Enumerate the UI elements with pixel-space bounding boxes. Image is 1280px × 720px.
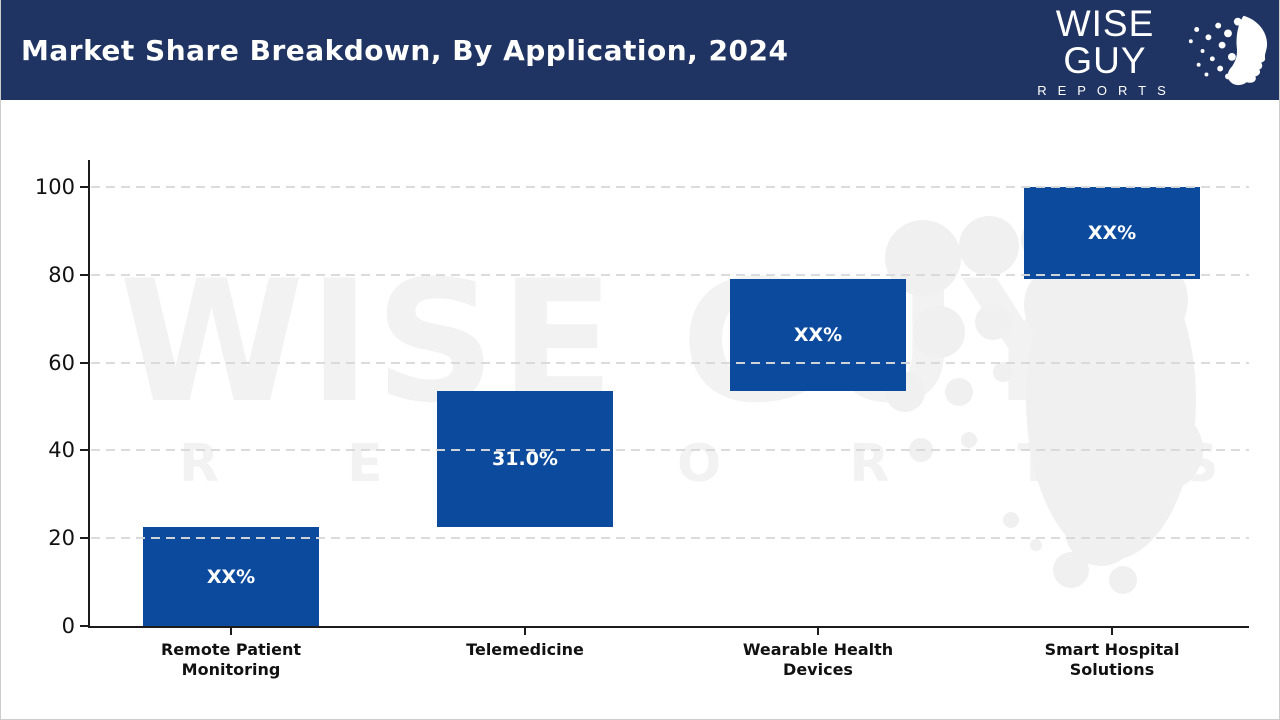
y-tick-label: 100 bbox=[34, 175, 75, 199]
bar-value-label: XX% bbox=[793, 324, 843, 347]
logo-subtext: REPORTS bbox=[1037, 83, 1177, 98]
y-tick-label: 20 bbox=[48, 526, 75, 551]
y-tick-label: 80 bbox=[48, 262, 75, 287]
bar-value-label: XX% bbox=[206, 565, 256, 588]
wise-guy-logo: WISE GUY REPORTS bbox=[1021, 5, 1271, 97]
page-title: Market Share Breakdown, By Application, … bbox=[21, 33, 789, 67]
x-tick-mark bbox=[524, 627, 526, 635]
x-axis-label: Telemedicine bbox=[466, 640, 584, 659]
gridline-y-60 bbox=[91, 361, 1249, 364]
logo-text: WISE GUY REPORTS bbox=[1021, 5, 1189, 97]
bar-remote-patient-monitoring: XX% bbox=[143, 527, 319, 626]
gridline-y-80 bbox=[91, 273, 1249, 276]
x-tick-mark bbox=[817, 627, 819, 635]
x-tick-mark bbox=[230, 627, 232, 635]
y-tick-label: 60 bbox=[48, 350, 75, 375]
gridline-y-100 bbox=[91, 186, 1249, 188]
x-axis-label: Wearable Health Devices bbox=[742, 640, 894, 679]
y-tick-mark bbox=[80, 625, 89, 627]
bar-value-label: XX% bbox=[1087, 222, 1137, 245]
x-tick-mark bbox=[1111, 627, 1113, 635]
y-tick-mark bbox=[80, 186, 89, 188]
header-bar: Market Share Breakdown, By Application, … bbox=[1, 0, 1279, 100]
y-tick-mark bbox=[80, 537, 89, 540]
bar-value-label: 31.0% bbox=[492, 448, 558, 471]
gridline-y-20 bbox=[91, 537, 1249, 540]
logo-face-icon bbox=[1188, 15, 1268, 86]
y-axis-line bbox=[88, 160, 90, 628]
x-axis-line bbox=[88, 626, 1249, 628]
x-axis-label: Smart Hospital Solutions bbox=[1044, 640, 1180, 679]
x-axis-label: Remote Patient Monitoring bbox=[160, 640, 302, 679]
y-tick-mark bbox=[80, 449, 89, 452]
y-tick-mark bbox=[80, 273, 89, 276]
bar-wearable-health-devices: XX% bbox=[730, 279, 906, 392]
logo-wordmark: WISE GUY bbox=[1055, 3, 1155, 81]
bar-smart-hospital-solutions: XX% bbox=[1024, 187, 1200, 280]
bar-telemedicine: 31.0% bbox=[437, 391, 613, 528]
y-tick-mark bbox=[80, 361, 89, 364]
y-tick-label: 40 bbox=[48, 438, 75, 463]
gridline-y-40 bbox=[91, 449, 1249, 452]
y-tick-label: 0 bbox=[61, 614, 75, 638]
